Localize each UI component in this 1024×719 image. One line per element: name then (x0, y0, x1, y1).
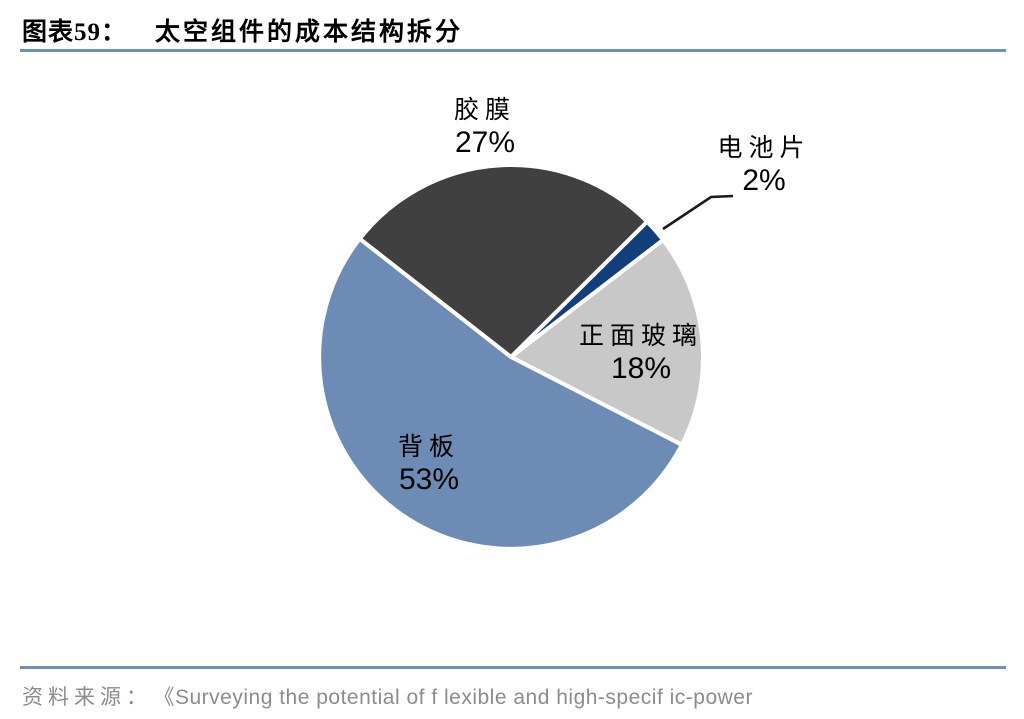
slice-name: 电池片 (717, 135, 811, 162)
pie-slice-2 (509, 237, 706, 447)
slice-percent: 27% (454, 126, 516, 159)
slice-name: 胶膜 (453, 97, 516, 124)
slice-label-front-glass: 正面玻璃 18% (556, 320, 726, 385)
page-title: 图表59： 太空组件的成本结构拆分 (22, 12, 463, 48)
pie-slices-group (317, 163, 706, 551)
figure-title-text: 太空组件的成本结构拆分 (155, 19, 464, 46)
title-underline (20, 49, 1006, 52)
source-prefix: 资料来源： (22, 685, 152, 709)
source-line: 资料来源： 《Surveying the potential of f lexib… (22, 681, 753, 711)
pie-slice-3 (317, 236, 684, 551)
pie-slice-0 (357, 163, 650, 359)
slice-percent: 53% (398, 463, 460, 496)
slice-name: 正面玻璃 (578, 323, 703, 350)
figure-number: 图表59： (22, 19, 128, 46)
slice-name: 背板 (397, 434, 460, 461)
slice-label-film: 胶膜 27% (400, 94, 570, 159)
cell-slice-leader-line (662, 194, 734, 231)
slice-percent: 2% (742, 164, 786, 197)
slice-label-backsheet: 背板 53% (344, 431, 514, 496)
source-citation: 《Surveying the potential of f lexible an… (164, 686, 753, 709)
footer-rule (20, 666, 1006, 669)
slice-percent: 18% (610, 352, 672, 385)
slice-label-cell: 电池片 2% (688, 132, 840, 197)
